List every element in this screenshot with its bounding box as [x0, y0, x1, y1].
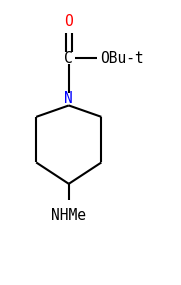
Text: C: C: [64, 51, 73, 66]
Text: N: N: [64, 91, 73, 106]
Text: OBu-t: OBu-t: [100, 51, 144, 66]
Text: O: O: [64, 14, 73, 29]
Text: NHMe: NHMe: [51, 208, 86, 223]
